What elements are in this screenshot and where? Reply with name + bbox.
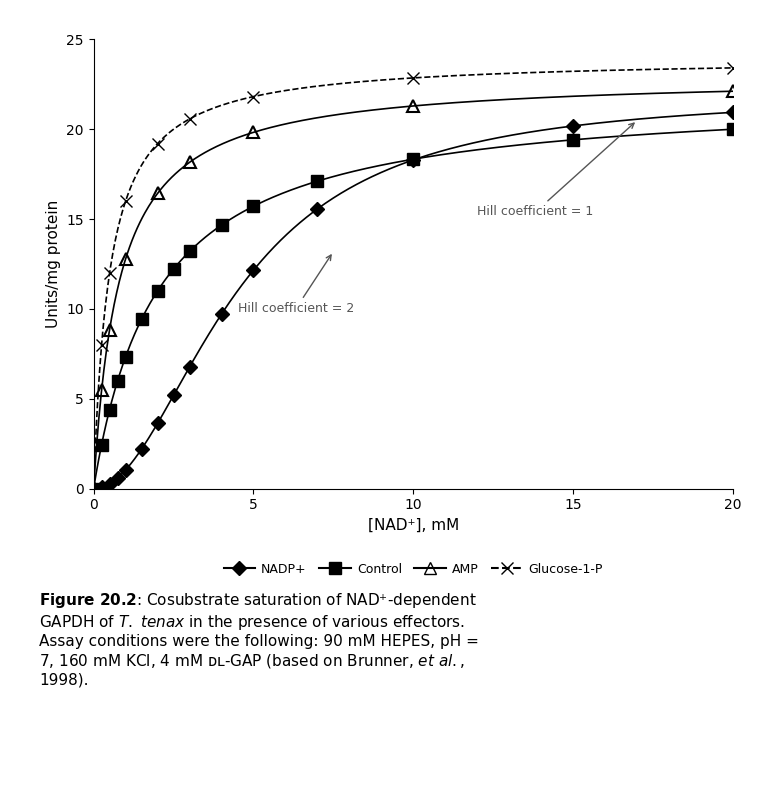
Legend: NADP+, Control, AMP, Glucose-1-P: NADP+, Control, AMP, Glucose-1-P bbox=[218, 558, 608, 581]
Y-axis label: Units/mg protein: Units/mg protein bbox=[46, 200, 61, 328]
Text: $\bf{Figure\ 20.2}$: Cosubstrate saturation of NAD⁺-dependent
GAPDH of $\it{T.\ : $\bf{Figure\ 20.2}$: Cosubstrate saturat… bbox=[39, 591, 479, 687]
Text: Hill coefficient = 2: Hill coefficient = 2 bbox=[237, 255, 354, 315]
Text: Hill coefficient = 1: Hill coefficient = 1 bbox=[477, 123, 634, 218]
X-axis label: [NAD⁺], mM: [NAD⁺], mM bbox=[368, 518, 459, 533]
